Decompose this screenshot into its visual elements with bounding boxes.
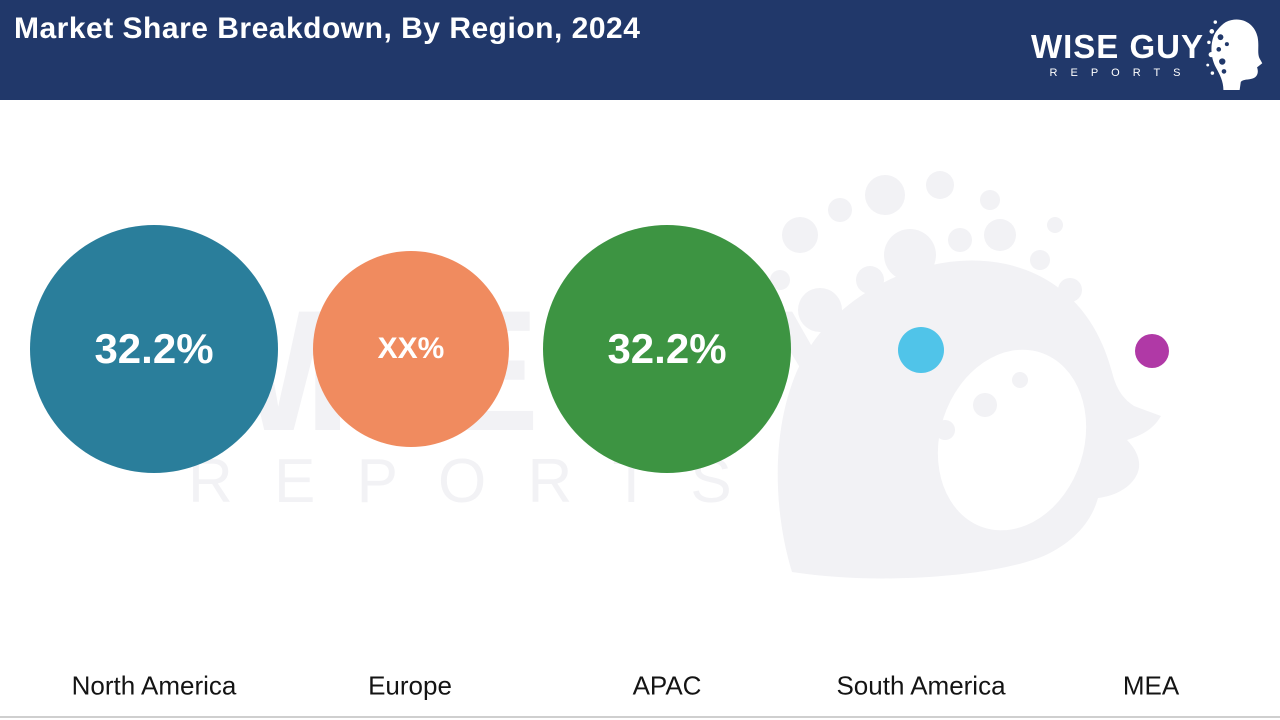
bubble-value-apac: 32.2%: [607, 325, 727, 372]
wiseguy-logo: WISE GUY R E P O R T S: [1031, 16, 1264, 92]
logo-wordmark: WISE GUY: [1030, 27, 1204, 65]
bubble-value-north-america: 32.2%: [94, 325, 214, 372]
watermark-brain-dots: [770, 171, 1082, 478]
label-apac: APAC: [632, 670, 702, 701]
bubble-south-america: [898, 327, 944, 373]
logo-subtitle: R E P O R T S: [1049, 66, 1186, 79]
wiseguy-head-icon: [1206, 19, 1263, 90]
bubble-north-america: 32.2%: [30, 225, 278, 473]
watermark-face-cutout: [937, 349, 1087, 531]
label-europe: Europe: [368, 670, 452, 701]
bubble-europe: XX%: [313, 251, 509, 447]
bottom-divider: [0, 716, 1280, 718]
bubble-apac: 32.2%: [543, 225, 791, 473]
page-title: Market Share Breakdown, By Region, 2024: [14, 12, 641, 45]
bubble-value-europe: XX%: [377, 332, 445, 365]
label-south-america: South America: [836, 670, 1006, 701]
bubble-mea: [1135, 334, 1169, 368]
logo-text: WISE GUY R E P O R T S: [1031, 30, 1204, 79]
label-mea: MEA: [1122, 670, 1180, 701]
header-bar: Market Share Breakdown, By Region, 2024 …: [0, 0, 1280, 100]
label-north-america: North America: [71, 670, 237, 701]
